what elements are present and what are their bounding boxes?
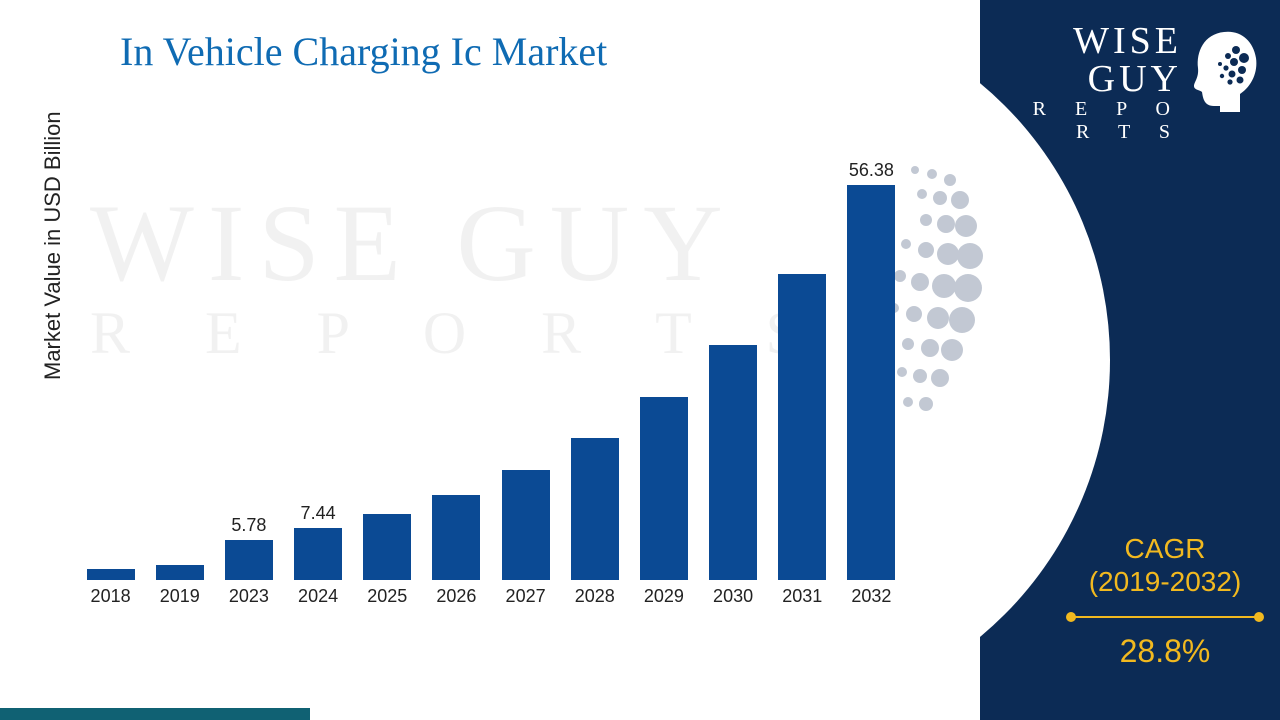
sep-dot-left [1066,612,1076,622]
x-tick-label: 2025 [367,586,407,607]
bar-value-label: 7.44 [301,503,336,524]
x-tick-label: 2030 [713,586,753,607]
bar [847,185,895,580]
x-tick-label: 2018 [91,586,131,607]
bar [294,528,342,580]
cagr-block: CAGR (2019-2032) 28.8% [1050,532,1280,670]
bar-value-label: 56.38 [849,160,894,181]
x-tick-label: 2026 [436,586,476,607]
bar [709,345,757,580]
bar [640,397,688,580]
cagr-separator [1066,609,1264,625]
x-tick-label: 2029 [644,586,684,607]
x-tick-label: 2027 [506,586,546,607]
bar [156,565,204,580]
x-tick-label: 2028 [575,586,615,607]
bar [778,274,826,580]
cagr-label: CAGR [1050,532,1280,566]
bar [225,540,273,580]
x-tick-label: 2024 [298,586,338,607]
x-tick-label: 2032 [851,586,891,607]
logo-head-icon [1190,28,1262,112]
x-tick-label: 2023 [229,586,269,607]
bar [571,438,619,580]
bar [502,470,550,580]
cagr-value: 28.8% [1050,633,1280,670]
bar [432,495,480,580]
y-axis-label: Market Value in USD Billion [40,111,66,380]
x-tick-label: 2019 [160,586,200,607]
sep-dot-right [1254,612,1264,622]
bar-chart: 201820195.7820237.4420242025202620272028… [76,160,906,580]
bar [363,514,411,581]
bar [87,569,135,580]
bottom-strip [0,708,310,720]
root: WISE GUY R E P O R T S WISE GUY R E P O … [0,0,1280,720]
x-tick-label: 2031 [782,586,822,607]
cagr-range: (2019-2032) [1050,565,1280,599]
bar-value-label: 5.78 [231,515,266,536]
chart-title: In Vehicle Charging Ic Market [120,28,607,75]
brand-logo: WISE GUY R E P O R T S [996,22,1256,144]
bars-container: 201820195.7820237.4420242025202620272028… [76,160,906,580]
